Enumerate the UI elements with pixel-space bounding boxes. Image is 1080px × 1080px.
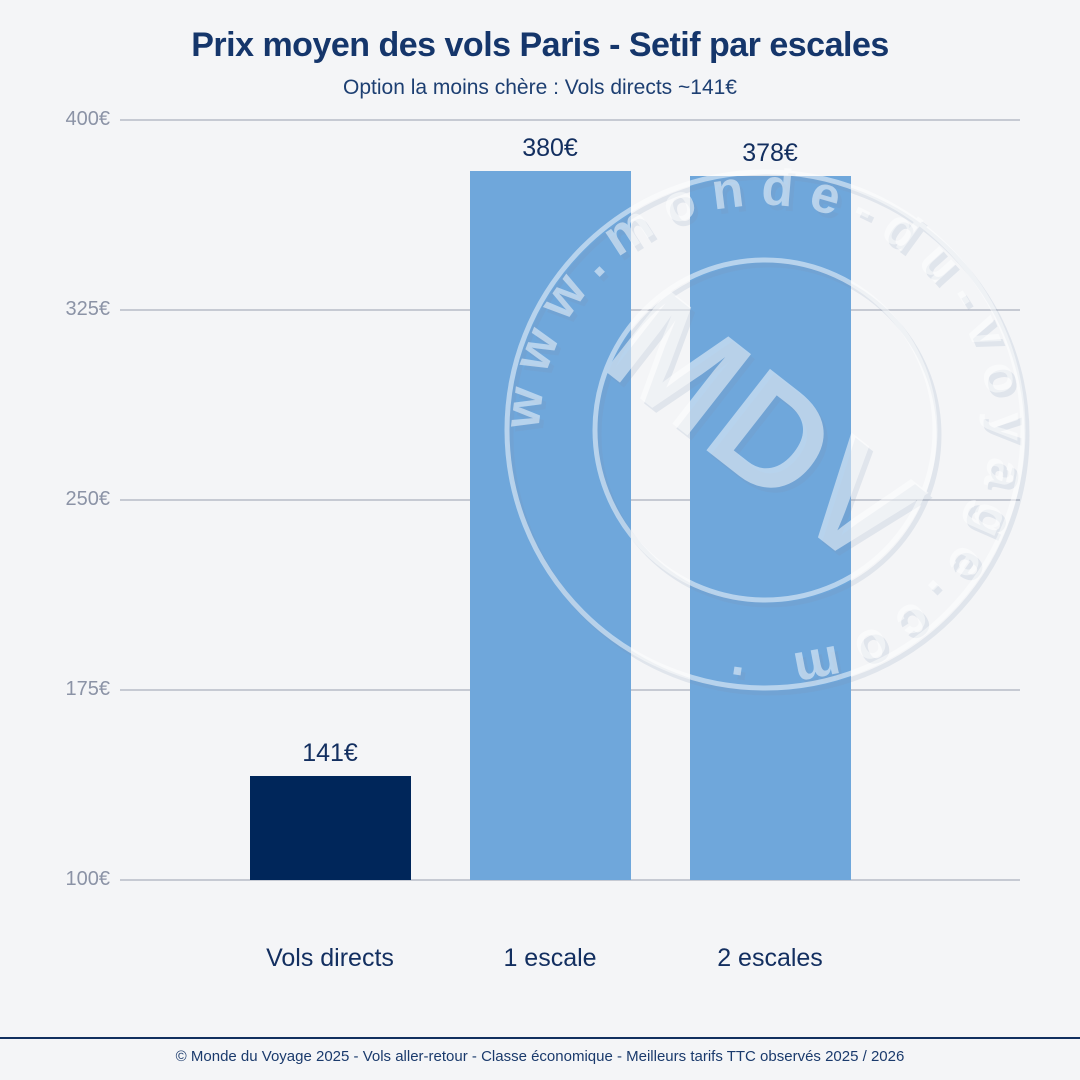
bar-value-label: 378€	[742, 138, 798, 167]
x-axis-category-label: 2 escales	[717, 944, 823, 972]
gridline	[120, 879, 1020, 881]
chart-title: Prix moyen des vols Paris - Setif par es…	[191, 26, 889, 64]
x-axis-category-label: 1 escale	[503, 944, 597, 972]
y-axis-tick-label: 100€	[65, 868, 111, 890]
footer-divider	[0, 1037, 1080, 1039]
bar-1-escale	[469, 170, 631, 880]
y-axis-tick-label: 250€	[65, 488, 111, 510]
bar-vols-directs	[249, 776, 411, 880]
bar-value-label: 141€	[302, 739, 358, 768]
bar-2-escales	[689, 175, 851, 880]
x-axis-category-label: Vols directs	[266, 944, 394, 972]
bar-value-label: 380€	[522, 133, 578, 162]
y-axis-tick-label: 175€	[65, 678, 111, 700]
gridline	[120, 119, 1020, 121]
footer-credits: © Monde du Voyage 2025 - Vols aller-reto…	[175, 1048, 905, 1065]
chart-subtitle: Option la moins chère : Vols directs ~14…	[343, 76, 737, 99]
y-axis-tick-label: 325€	[65, 298, 111, 320]
y-axis-tick-label: 400€	[65, 108, 111, 130]
